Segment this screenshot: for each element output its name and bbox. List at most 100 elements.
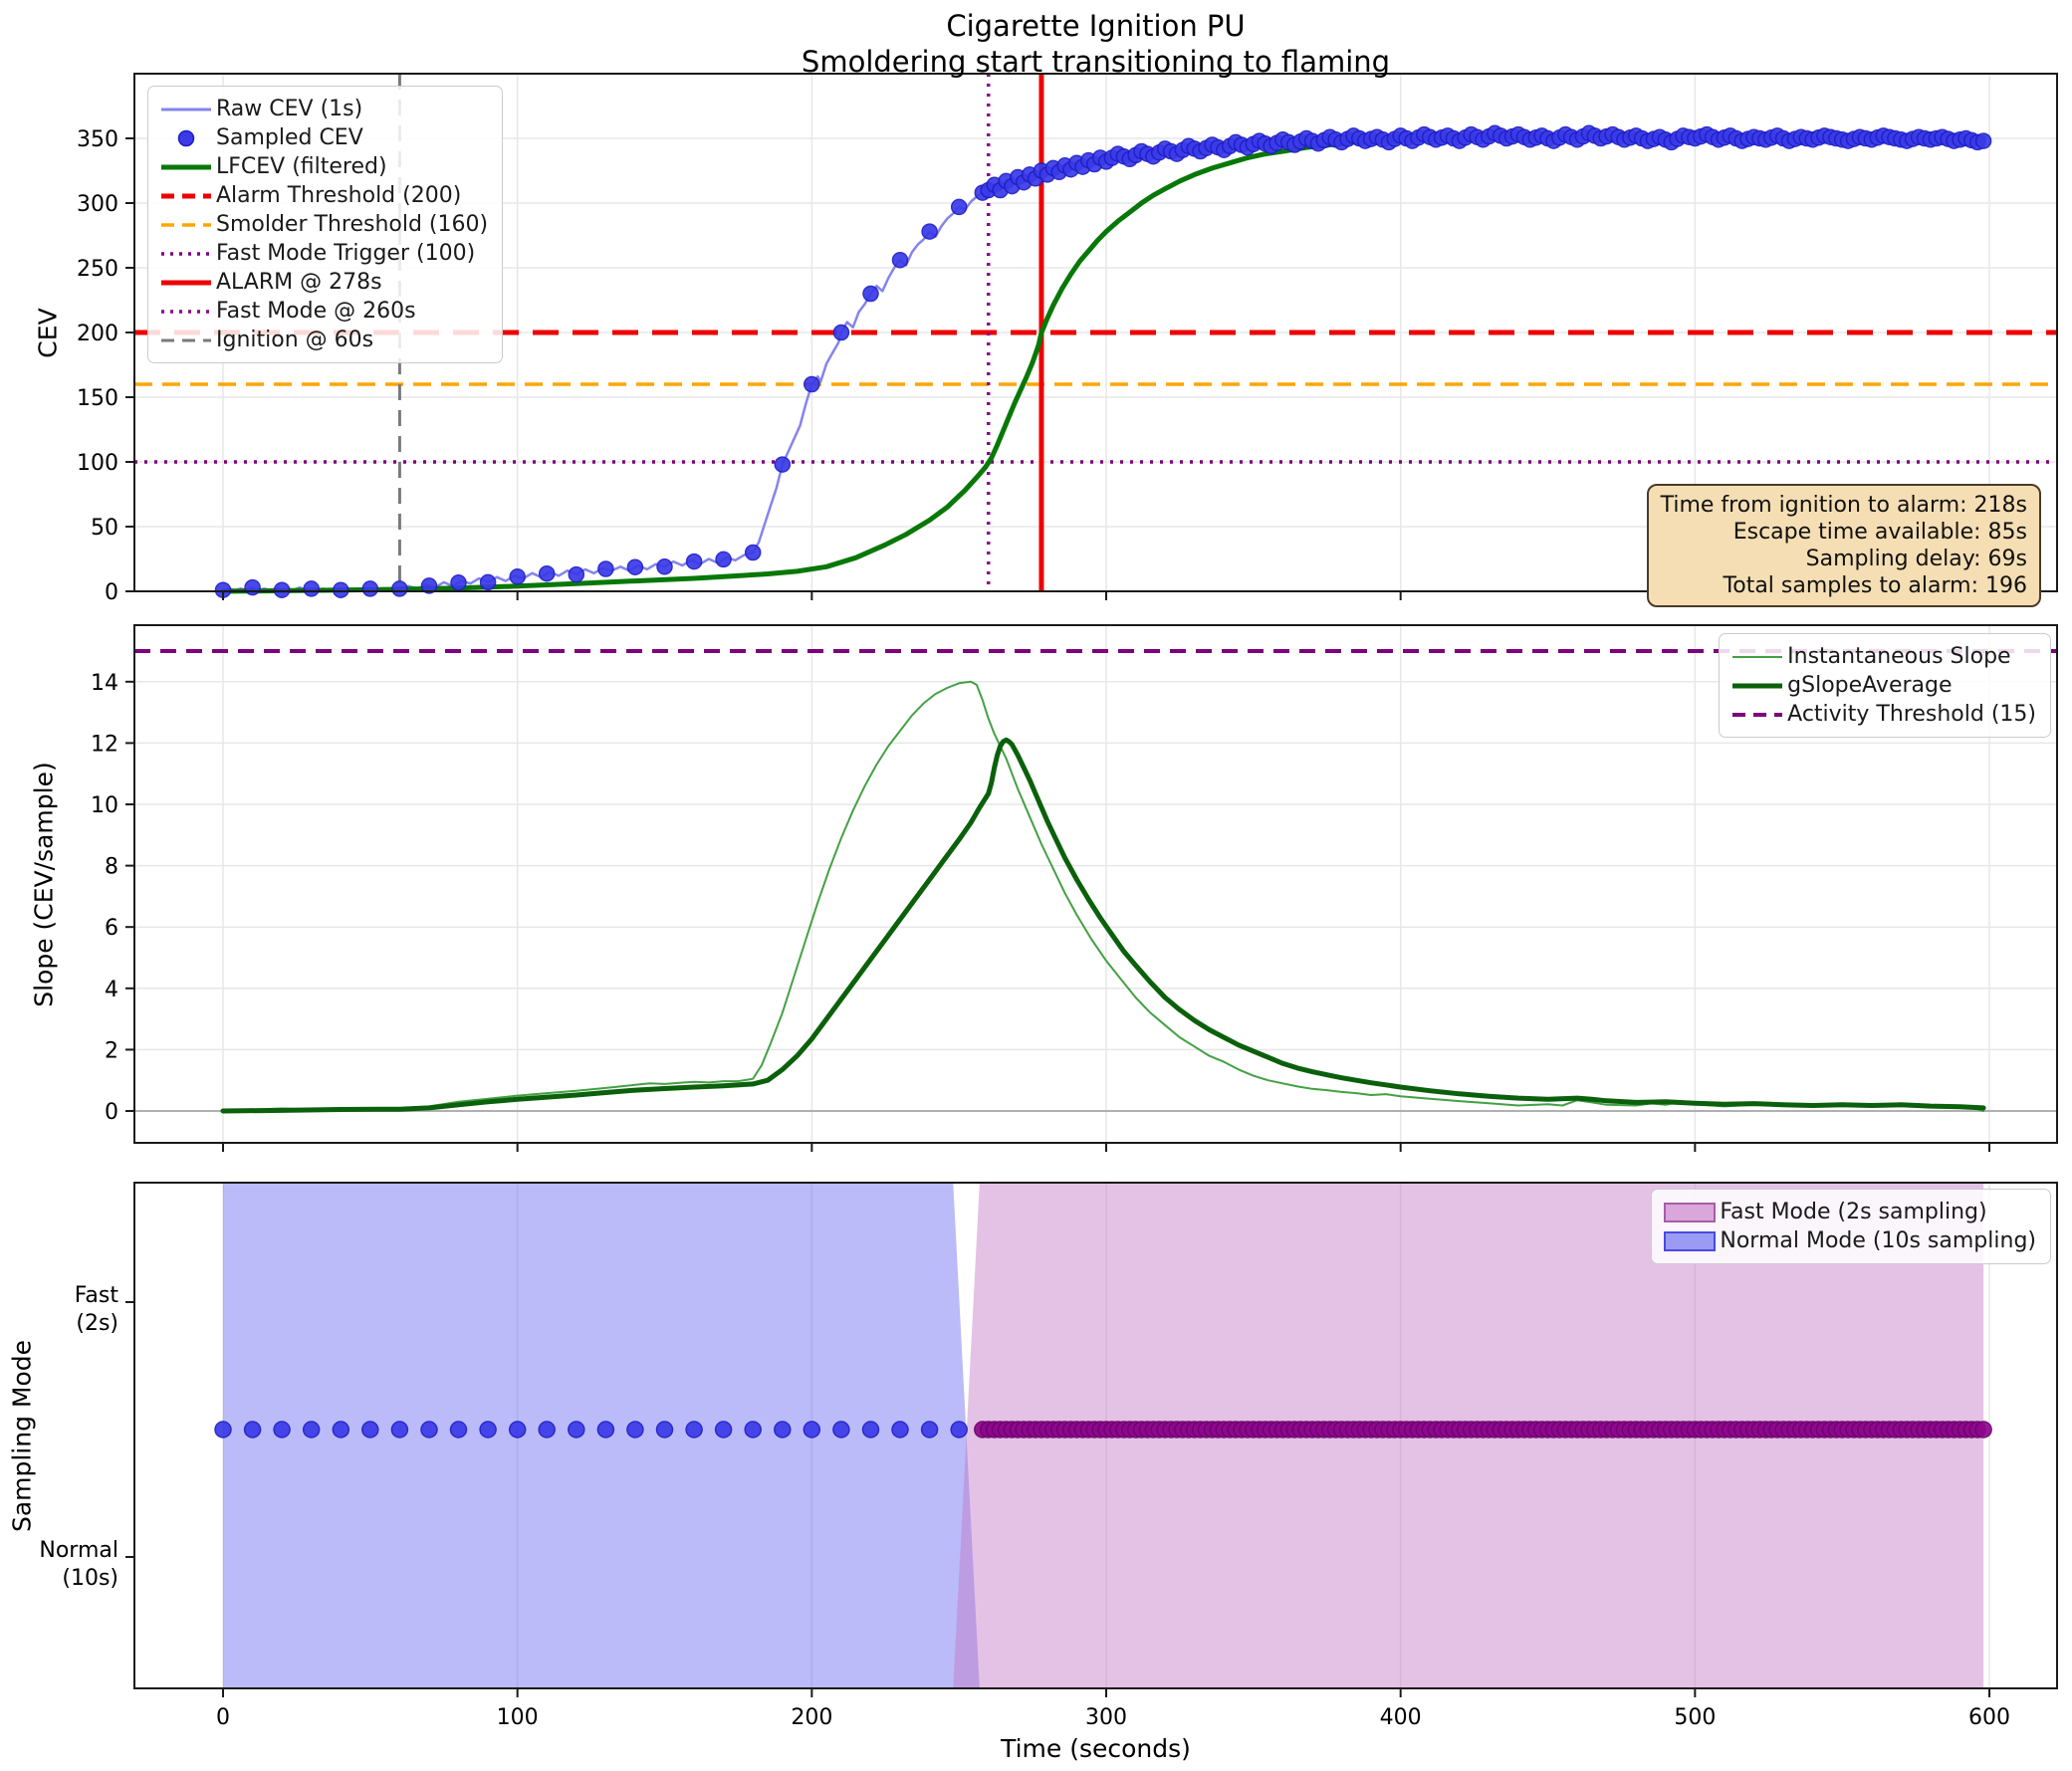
normal-sample-dot [508, 1421, 527, 1439]
alarm-stats-annotation: Time from ignition to alarm: 218s Escape … [1646, 484, 2041, 607]
cev-legend-item: Ignition @ 60s [158, 326, 488, 354]
legend-line-swatch [161, 164, 211, 169]
sampled-cev-dot [715, 551, 732, 568]
normal-sample-dot [714, 1421, 733, 1439]
normal-sample-dot [420, 1421, 438, 1439]
fast-sample-dot [1974, 1421, 1992, 1439]
mode-legend-item: Normal Mode (10s sampling) [1662, 1226, 2036, 1255]
slope-tick-label: 0 [105, 1100, 118, 1125]
normal-sample-dot [774, 1421, 792, 1439]
mode-plot-frame [133, 1182, 2058, 1689]
cev-legend-label: Smolder Threshold (160) [216, 212, 489, 237]
cev-tick-label: 250 [77, 257, 118, 282]
slope-tick-label: 2 [105, 1038, 118, 1063]
instantaneous-slope-line [222, 680, 1985, 1112]
sampled-cev-dot [656, 558, 673, 575]
slope-tick-label: 10 [91, 793, 118, 818]
sampled-cev-dot [862, 285, 879, 303]
cev-legend-item: LFCEV (filtered) [158, 152, 488, 181]
cev-axis-label: CEV [33, 308, 63, 358]
normal-sample-dot [568, 1421, 585, 1439]
slope-tick-label: 6 [105, 916, 118, 941]
normal-sample-dot [832, 1421, 850, 1439]
cev-legend-item: Alarm Threshold (200) [158, 181, 488, 210]
mode-legend: Fast Mode (2s sampling) Normal Mode (10s … [1651, 1189, 2051, 1264]
figure-title-line1: Cigarette Ignition PU [946, 9, 1246, 43]
cev-legend-item: Fast Mode Trigger (100) [158, 239, 488, 268]
sampled-cev-dot [685, 553, 703, 570]
legend-patch-swatch [1664, 1202, 1717, 1222]
slope-plot-frame [133, 624, 2058, 1144]
normal-sample-dot [302, 1421, 321, 1439]
time-tick-label: 500 [1674, 1705, 1716, 1730]
sampled-cev-dot [450, 574, 467, 591]
legend-line-swatch [161, 309, 211, 314]
normal-sample-dot [243, 1421, 262, 1439]
cev-legend-item: Fast Mode @ 260s [158, 297, 488, 326]
sampled-cev-dot [509, 568, 526, 585]
cev-tick-label: 0 [105, 580, 118, 605]
cev-legend-item: Smolder Threshold (160) [158, 210, 488, 239]
legend-line-swatch [161, 108, 211, 111]
legend-line-swatch [1732, 712, 1783, 717]
sampled-cev-dot [333, 581, 349, 598]
slope-axis-label: Slope (CEV/sample) [29, 762, 59, 1007]
sampled-cev-dot [568, 565, 585, 583]
normal-sample-dot [920, 1421, 939, 1439]
time-tick-label: 100 [497, 1705, 539, 1730]
mode-tick-label: Normal [39, 1538, 118, 1563]
sampled-cev-dot [244, 578, 261, 596]
mode-legend-label: Fast Mode (2s sampling) [1720, 1200, 1987, 1224]
normal-sample-dot [950, 1421, 968, 1439]
sampled-cev-dot [774, 456, 792, 473]
slope-tick-label: 12 [91, 732, 118, 757]
normal-sample-dot [449, 1421, 468, 1439]
cev-legend: Raw CEV (1s) Sampled CEV LFCEV (filtered) A… [147, 86, 504, 363]
sampled-cev-dot [950, 198, 968, 216]
legend-line-swatch [161, 280, 211, 285]
slope-tick-label: 14 [91, 671, 118, 696]
sampled-cev-dot [538, 564, 556, 582]
cev-legend-label: Alarm Threshold (200) [216, 183, 462, 208]
cev-tick-label: 350 [77, 127, 118, 152]
mode-legend-item: Fast Mode (2s sampling) [1662, 1198, 2036, 1226]
cev-tick-label: 100 [77, 451, 118, 476]
legend-line-swatch [1732, 655, 1783, 658]
cev-legend-label: Sampled CEV [216, 125, 363, 150]
cev-legend-item: Raw CEV (1s) [158, 95, 488, 123]
sampled-cev-dot [420, 577, 438, 594]
normal-sample-dot [685, 1421, 703, 1439]
mode-axis-label: Sampling Mode [7, 1339, 37, 1533]
time-tick-label: 200 [791, 1705, 832, 1730]
cev-tick-label: 150 [77, 386, 118, 411]
annotation-line: Escape time available: 85s [1732, 520, 2027, 545]
mode-tick-label: (2s) [76, 1311, 118, 1336]
mode-tick-label: Fast [75, 1283, 119, 1308]
sampled-cev-dot [891, 251, 909, 269]
normal-sample-dot [803, 1421, 821, 1439]
annotation-line: Sampling delay: 69s [1805, 547, 2027, 571]
mode-legend-label: Normal Mode (10s sampling) [1720, 1228, 2036, 1253]
sampled-cev-dot [303, 580, 320, 597]
slope-legend-item: Instantaneous Slope [1729, 642, 2036, 671]
cev-legend-label: LFCEV (filtered) [216, 154, 387, 179]
cev-legend-label: Raw CEV (1s) [216, 97, 363, 121]
time-tick-label: 600 [1968, 1705, 2010, 1730]
figure-title-line2: Smoldering start transitioning to flamin… [801, 45, 1391, 79]
slope-legend-label: Activity Threshold (15) [1787, 702, 2036, 727]
slope-tick-label: 4 [105, 978, 118, 1002]
sampled-cev-dot [804, 375, 820, 393]
time-tick-label: 300 [1085, 1705, 1127, 1730]
sampled-cev-dot [391, 580, 408, 597]
slope-legend-label: gSlopeAverage [1787, 673, 1953, 698]
cev-legend-label: Fast Mode Trigger (100) [216, 241, 476, 266]
sampled-cev-dot [626, 558, 644, 575]
normal-sample-dot [538, 1421, 556, 1439]
normal-sample-dot [361, 1421, 379, 1439]
normal-sample-dot [861, 1421, 880, 1439]
legend-line-swatch [1732, 683, 1783, 688]
cev-tick-label: 200 [77, 322, 118, 346]
sampled-cev-dot [1974, 132, 1992, 149]
